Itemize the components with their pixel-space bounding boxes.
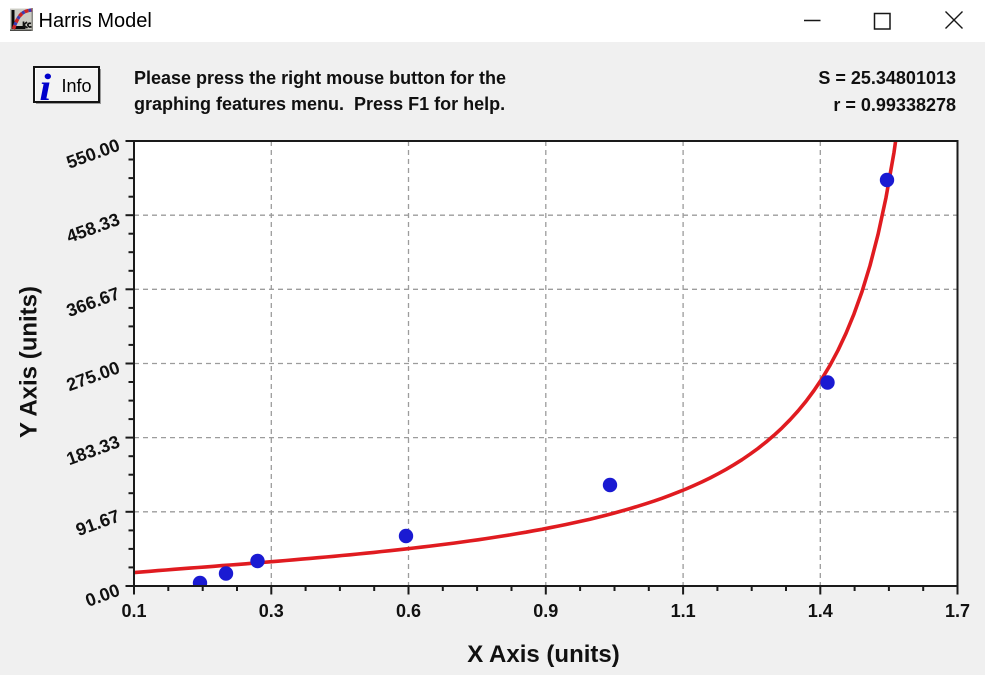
svg-text:550.00: 550.00: [64, 135, 123, 173]
svg-text:275.00: 275.00: [64, 357, 123, 395]
svg-text:X Axis (units): X Axis (units): [467, 641, 619, 668]
svg-text:183.33: 183.33: [64, 432, 123, 470]
svg-text:1.1: 1.1: [671, 601, 696, 621]
svg-text:0.1: 0.1: [121, 601, 146, 621]
svg-text:0.9: 0.9: [533, 601, 558, 621]
svg-text:Y Axis (units): Y Axis (units): [16, 286, 43, 438]
svg-text:1.7: 1.7: [945, 601, 970, 621]
svg-text:1.4: 1.4: [808, 601, 833, 621]
svg-text:91.67: 91.67: [73, 506, 122, 540]
svg-text:0.6: 0.6: [396, 601, 421, 621]
svg-text:0.3: 0.3: [259, 601, 284, 621]
svg-text:0.00: 0.00: [83, 580, 123, 611]
svg-text:458.33: 458.33: [64, 209, 123, 247]
svg-text:366.67: 366.67: [64, 283, 123, 321]
